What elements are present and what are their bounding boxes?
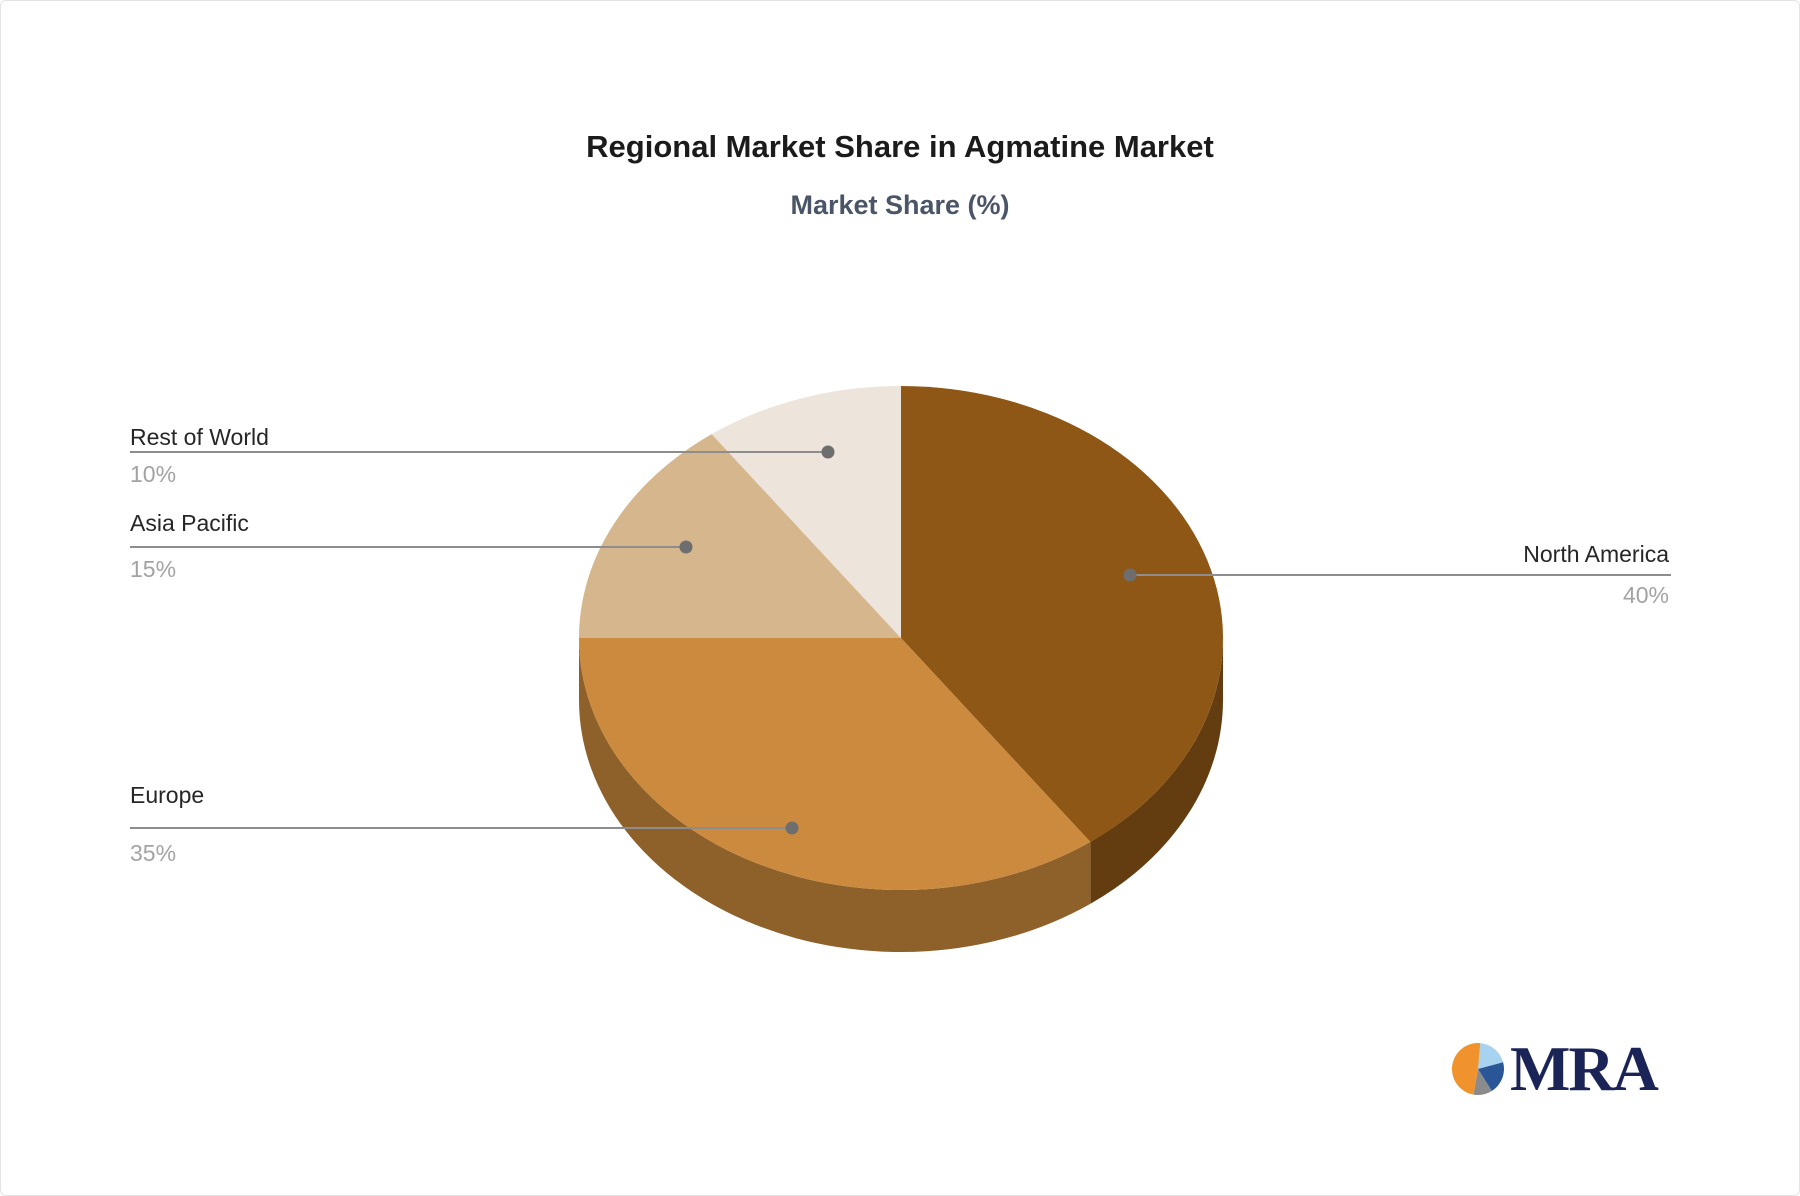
chart-subtitle: Market Share (%) [790,190,1010,220]
slice-value-europe: 35% [130,840,177,866]
chart-title: Regional Market Share in Agmatine Market [586,129,1214,164]
logo: MRA [1451,1033,1659,1104]
slice-label-rest-of-world: Rest of World [130,424,269,450]
pie-slice-side-europe [579,638,1091,952]
slice-label-europe: Europe [130,782,205,808]
logo-wedge-lightblue [1478,1043,1504,1069]
pie-slice-rest-of-world[interactable] [711,386,901,638]
slice-value-rest-of-world: 10% [130,461,177,487]
pie-slice-europe[interactable] [579,638,1091,890]
leader-dot-north-america [1123,568,1137,582]
leader-dot-rest-of-world [821,445,835,459]
logo-wedge-navy [1478,1062,1504,1092]
logo-text: MRA [1510,1033,1659,1104]
pie-slice-north-america[interactable] [901,386,1223,842]
logo-pie-icon [1452,1043,1504,1095]
slice-value-asia-pacific: 15% [130,556,177,582]
logo-wedge-orange [1452,1043,1481,1095]
pie-slice-asia-pacific[interactable] [579,434,901,638]
slice-label-north-america: North America [1523,541,1669,567]
leader-dot-asia-pacific [679,540,693,554]
pie-slice-side-north-america [1090,638,1223,904]
slice-label-asia-pacific: Asia Pacific [130,510,249,536]
logo-wedge-gray [1473,1069,1492,1095]
slice-value-north-america: 40% [1622,582,1669,608]
leader-dot-europe [785,821,799,835]
